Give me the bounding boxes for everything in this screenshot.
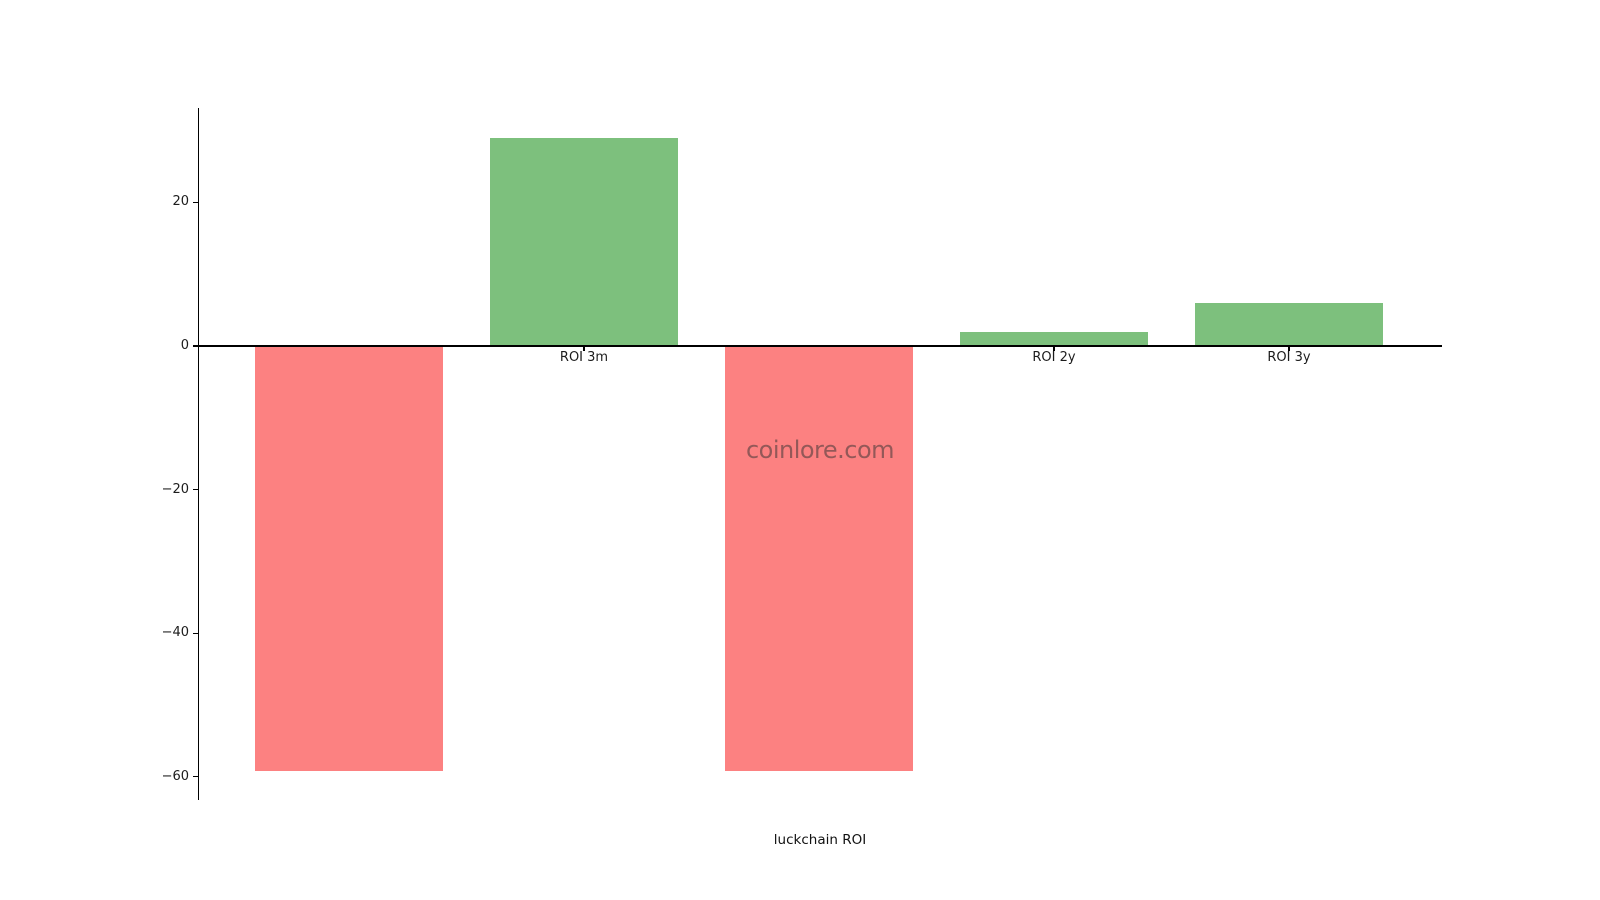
y-tick-label: 0 [180, 338, 189, 353]
x-axis-line [198, 345, 1442, 347]
x-tick-label-4: ROI 3y [1267, 350, 1311, 365]
x-tick-label-3: ROI 2y [1032, 350, 1076, 365]
bar-roi-2y [960, 331, 1148, 346]
bar-roi-3m [490, 137, 678, 346]
x-tick-mark-4 [1288, 346, 1290, 351]
bar-roi-3y [1195, 302, 1383, 346]
x-tick-mark-1 [583, 346, 585, 351]
y-tick-label: −20 [161, 481, 189, 497]
x-tick-mark-3 [1053, 346, 1055, 351]
y-tick-label: −40 [161, 625, 189, 641]
y-tick-mark-−20 [193, 489, 198, 491]
chart-title: luckchain ROI [773, 832, 867, 848]
y-tick-mark-0 [193, 345, 198, 347]
y-tick-mark-20 [193, 201, 198, 204]
y-tick-label: 20 [172, 194, 189, 210]
y-tick-mark-−60 [193, 776, 198, 778]
bar-2 [725, 347, 913, 771]
bar-0 [255, 347, 443, 771]
y-tick-mark-−40 [193, 632, 198, 634]
x-tick-label-1: ROI 3m [559, 350, 609, 365]
y-axis-line [197, 108, 199, 800]
watermark-text: coinlore.com [745, 436, 895, 464]
y-tick-label: −60 [161, 768, 189, 784]
